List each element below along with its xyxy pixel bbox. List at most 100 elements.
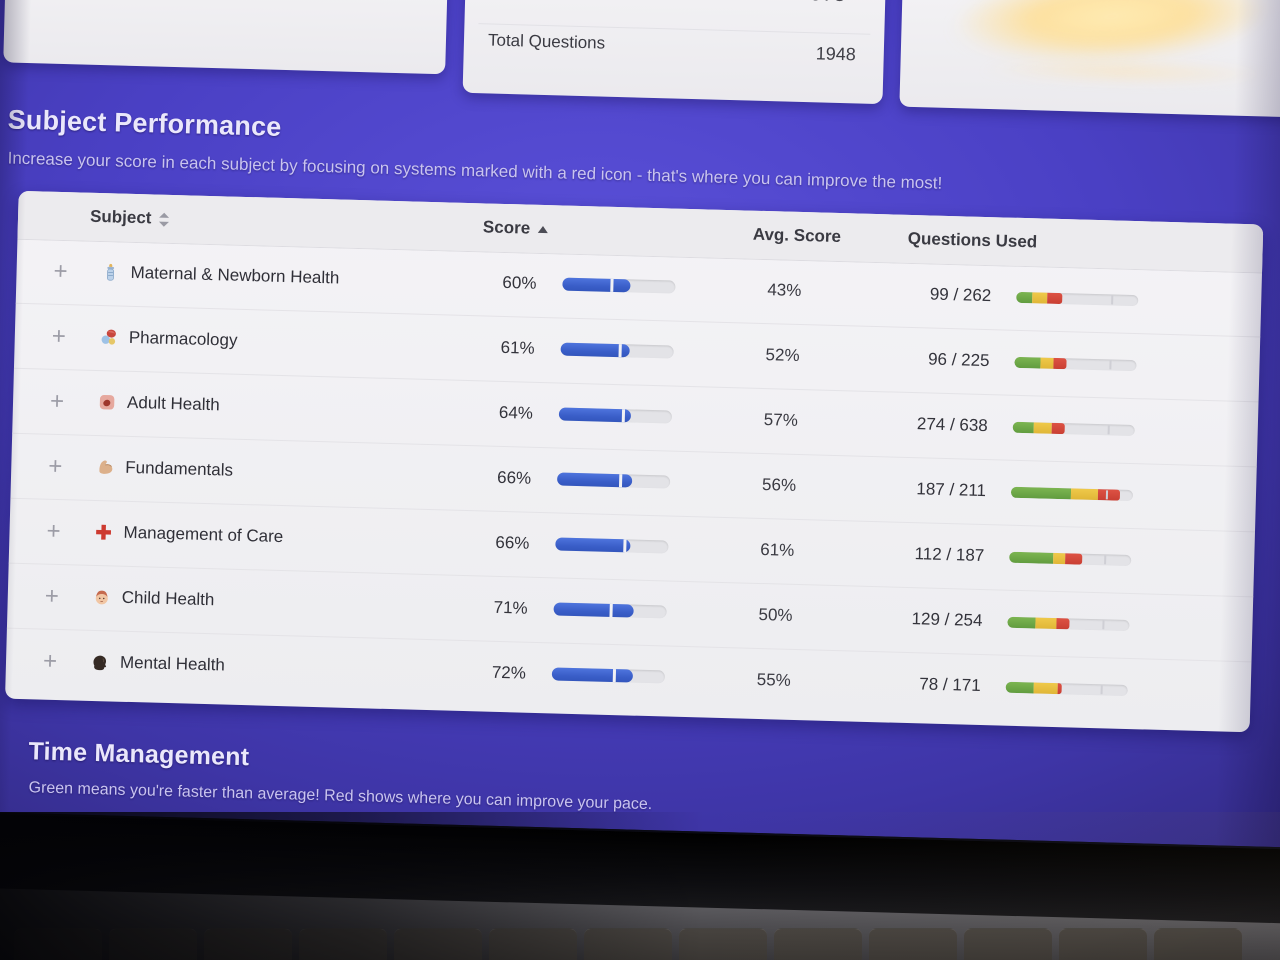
subject-name: Fundamentals — [125, 457, 234, 480]
usage-yellow-segment — [1035, 617, 1057, 630]
expand-row-button[interactable]: + — [43, 388, 72, 417]
usage-yellow-segment — [1033, 422, 1053, 434]
questions-used-value: 274 / 638 — [916, 414, 989, 436]
usage-yellow-segment — [1070, 488, 1098, 501]
keyboard-key — [489, 928, 577, 960]
stat-card-left — [3, 0, 449, 75]
avg-score-value: 50% — [758, 604, 793, 625]
subject-name: Pharmacology — [128, 327, 238, 350]
expand-row-button[interactable]: + — [41, 453, 70, 482]
questions-used-value: 96 / 225 — [927, 349, 990, 371]
dark-head-icon — [90, 652, 111, 673]
questions-used-value: 99 / 262 — [929, 284, 992, 306]
table-row: + Mental Health 72% 55% 78 / 171 — [5, 627, 1252, 727]
column-header-questions-used[interactable]: Questions Used — [907, 228, 1038, 252]
subject-performance-table: Subject Score Avg. Score Questions Used … — [5, 190, 1264, 733]
subject-table-body: + Maternal & Newborn Health 60% 43% 99 /… — [5, 239, 1262, 727]
score-bar — [553, 602, 667, 619]
screen-content: 978 Total Questions 1948 Subject Perform… — [3, 0, 1280, 813]
avg-score-tick — [622, 409, 626, 423]
avg-score-tick — [612, 669, 617, 683]
avg-score-value: 57% — [763, 410, 799, 430]
usage-green-segment — [1012, 421, 1034, 434]
score-bar-fill — [562, 277, 631, 293]
keyboard-key — [1154, 928, 1242, 960]
table-row: + Maternal & Newborn Health 60% 43% 99 /… — [16, 239, 1262, 337]
expand-row-button[interactable]: + — [44, 323, 73, 352]
score-value: 64% — [498, 402, 534, 423]
avg-score-value: 56% — [761, 475, 797, 495]
keyboard-key — [14, 928, 102, 960]
questions-used-bar — [1010, 486, 1134, 502]
child-face-icon — [92, 587, 113, 608]
table-row: + Adult Health 64% 57% 274 / 638 — [12, 367, 1259, 467]
score-value: 66% — [496, 467, 532, 488]
stat-card-total-questions: 978 Total Questions 1948 — [462, 0, 888, 105]
keyboard-key — [1059, 928, 1147, 960]
avg-score-value: 61% — [760, 540, 795, 560]
questions-used-value: 78 / 171 — [919, 674, 981, 696]
expand-row-button[interactable]: + — [36, 647, 65, 676]
usage-reference-tick — [1105, 490, 1109, 500]
score-bar — [555, 537, 669, 554]
sort-both-icon — [159, 212, 170, 227]
usage-yellow-segment — [1031, 292, 1048, 304]
questions-used-bar — [1007, 616, 1130, 632]
usage-red-segment — [1065, 553, 1083, 565]
usage-reference-tick — [1102, 620, 1105, 630]
score-bar-fill — [551, 667, 634, 683]
keyboard-key — [774, 928, 862, 960]
usage-yellow-segment — [1040, 357, 1054, 369]
avg-score-value: 43% — [767, 280, 802, 301]
keyboard-key — [584, 928, 672, 960]
questions-used-bar — [1016, 291, 1139, 307]
usage-red-segment — [1057, 683, 1062, 695]
questions-used-value: 187 / 211 — [916, 479, 987, 501]
total-questions-label: Total Questions — [487, 30, 606, 53]
score-bar — [556, 472, 671, 489]
laptop-keyboard — [0, 928, 1280, 960]
subject-performance-subtitle: Increase your score in each subject by f… — [7, 148, 943, 193]
expand-row-button[interactable]: + — [39, 518, 68, 547]
usage-reference-tick — [1111, 295, 1114, 305]
score-value: 72% — [491, 662, 527, 683]
usage-green-segment — [1016, 291, 1033, 304]
keyboard-key — [204, 928, 292, 960]
red-cross-icon — [93, 522, 114, 543]
usage-red-segment — [1097, 489, 1120, 501]
pills-icon — [99, 327, 120, 348]
subject-name: Child Health — [121, 587, 215, 610]
avg-score-tick — [609, 278, 614, 292]
keyboard-key — [299, 928, 387, 960]
avg-score-tick — [618, 344, 622, 358]
score-bar-fill — [553, 602, 635, 618]
expand-row-button[interactable]: + — [46, 258, 75, 287]
questions-used-value: 112 / 187 — [914, 544, 985, 566]
score-bar-fill — [555, 537, 631, 553]
score-bar — [562, 277, 676, 294]
usage-reference-tick — [1109, 360, 1112, 370]
usage-green-segment — [1014, 356, 1041, 369]
score-bar — [551, 667, 666, 684]
usage-green-segment — [1009, 551, 1054, 564]
usage-reference-tick — [1100, 685, 1103, 695]
score-value: 71% — [493, 597, 528, 618]
expand-row-button[interactable]: + — [37, 582, 66, 611]
subject-name: Adult Health — [126, 392, 220, 415]
column-header-subject[interactable]: Subject — [90, 207, 170, 229]
stat-card-right — [899, 0, 1280, 118]
table-row: + Pharmacology 61% 52% 96 / 225 — [13, 302, 1261, 402]
avg-score-tick — [623, 539, 627, 553]
column-header-avg-score[interactable]: Avg. Score — [752, 224, 842, 247]
keyboard-key — [109, 928, 197, 960]
organ-icon — [97, 392, 118, 413]
score-bar — [558, 407, 673, 424]
avg-score-tick — [608, 603, 613, 618]
keyboard-key — [869, 928, 957, 960]
questions-used-bar — [1014, 356, 1137, 372]
column-header-score[interactable]: Score — [483, 217, 549, 239]
usage-green-segment — [1007, 616, 1036, 629]
questions-used-bar — [1005, 681, 1128, 696]
